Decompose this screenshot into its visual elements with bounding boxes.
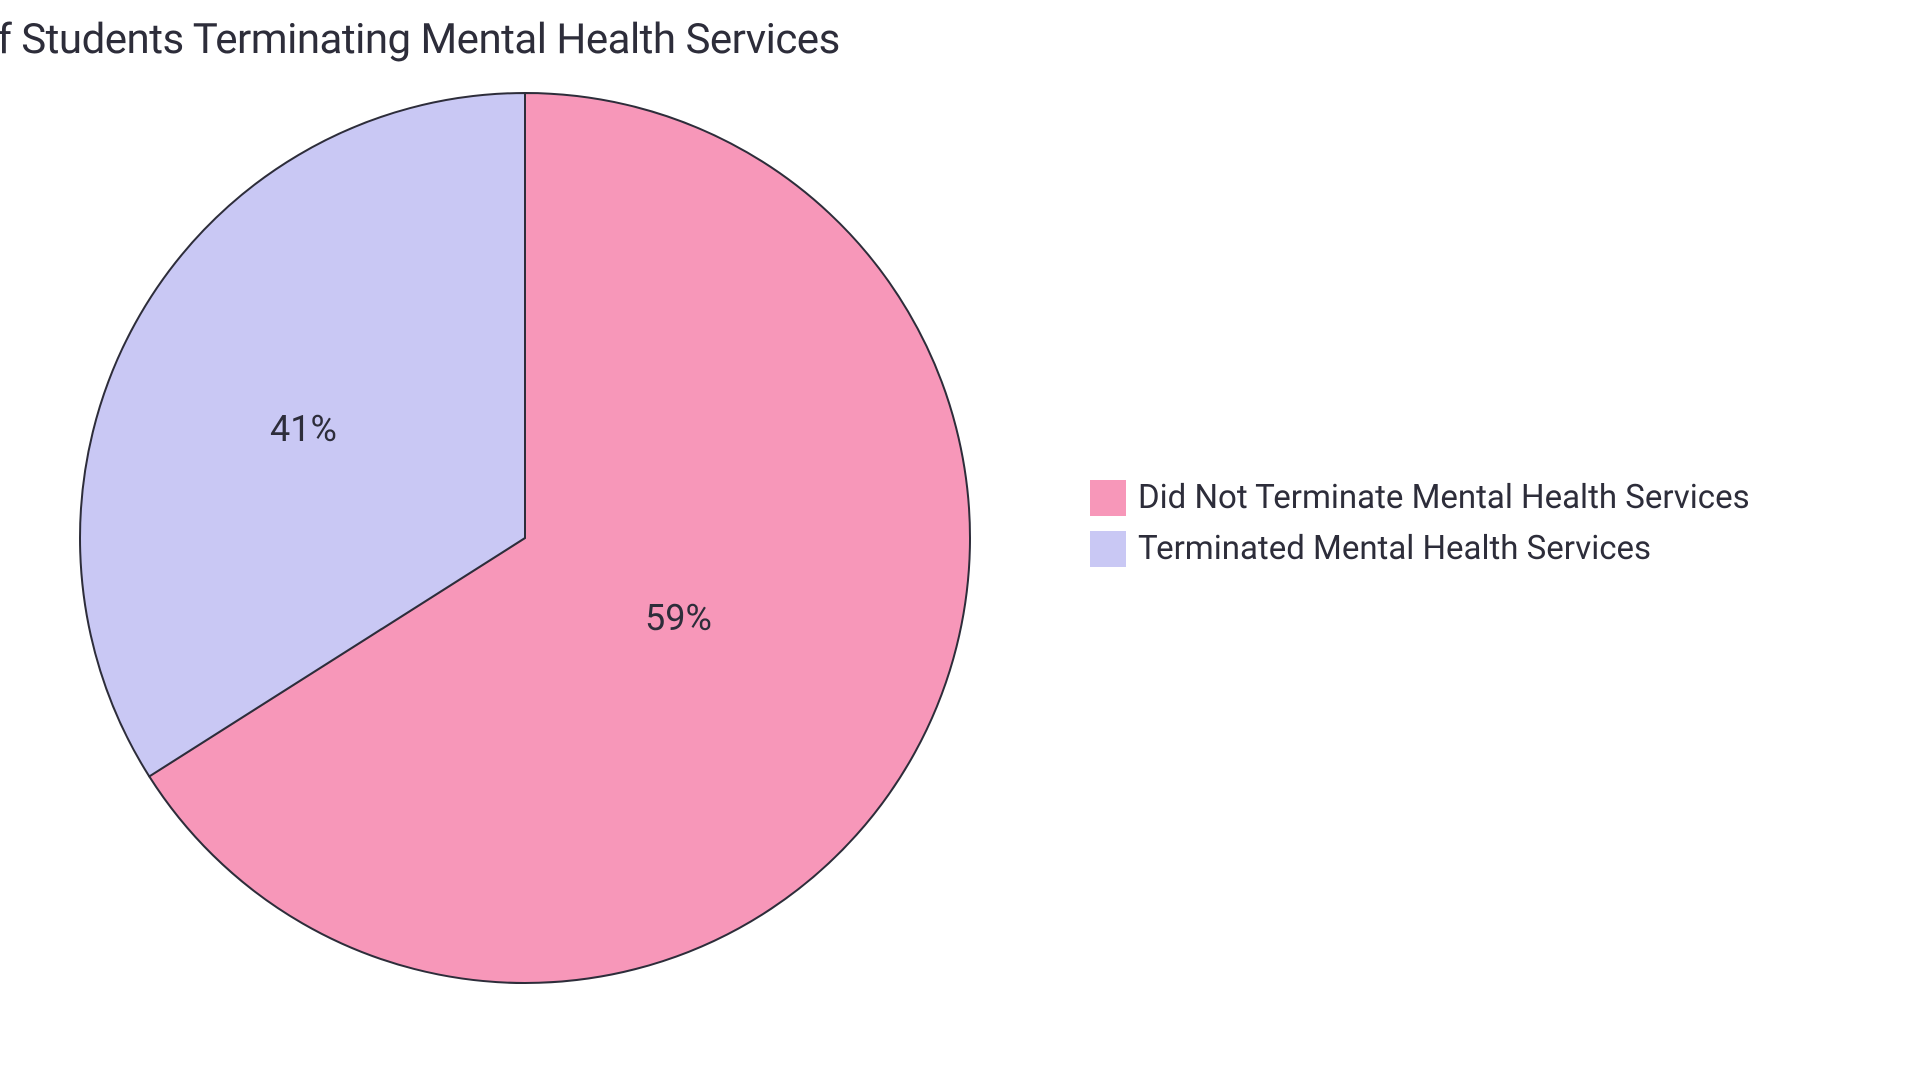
legend: Did Not Terminate Mental Health Services… — [1090, 478, 1750, 568]
slice-label-59: 59% — [645, 597, 712, 639]
pie-svg — [75, 88, 975, 988]
slice-label-41: 41% — [270, 408, 337, 450]
chart-title: rtion of Students Terminating Mental Hea… — [0, 15, 840, 64]
pie-chart: 41% 59% — [75, 88, 975, 988]
legend-text: Terminated Mental Health Services — [1138, 529, 1651, 568]
legend-item: Terminated Mental Health Services — [1090, 529, 1750, 568]
legend-item: Did Not Terminate Mental Health Services — [1090, 478, 1750, 517]
legend-swatch-pink — [1090, 480, 1126, 516]
legend-text: Did Not Terminate Mental Health Services — [1138, 478, 1750, 517]
legend-swatch-lavender — [1090, 531, 1126, 567]
